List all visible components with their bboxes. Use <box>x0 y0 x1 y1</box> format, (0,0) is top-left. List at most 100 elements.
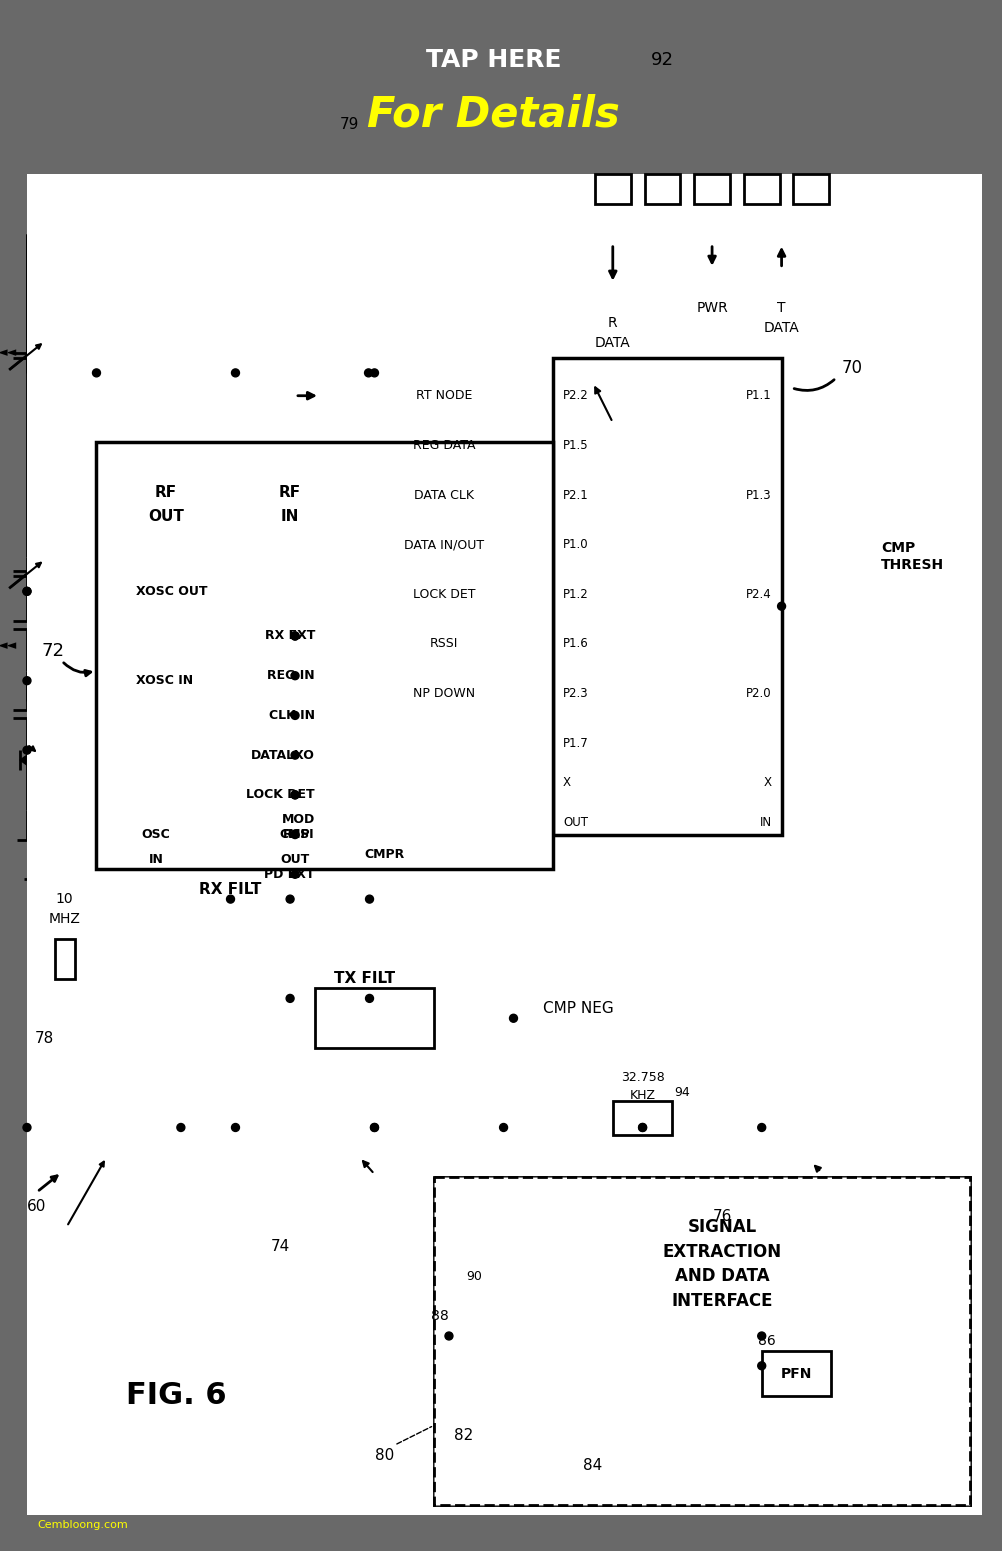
Text: 72: 72 <box>42 642 65 659</box>
Text: ◄◄: ◄◄ <box>0 639 17 653</box>
Circle shape <box>226 895 234 903</box>
Polygon shape <box>20 751 34 769</box>
Circle shape <box>23 676 31 684</box>
Text: Cembloong.com: Cembloong.com <box>37 1520 127 1529</box>
Text: 32.758: 32.758 <box>620 1072 664 1084</box>
Text: P2.3: P2.3 <box>563 687 589 700</box>
Bar <box>694 174 729 205</box>
Bar <box>7 6 1002 180</box>
Bar <box>55 938 74 979</box>
Text: XOSC IN: XOSC IN <box>136 675 193 687</box>
Text: DATA: DATA <box>595 337 630 351</box>
Text: LOCK DET: LOCK DET <box>413 588 475 600</box>
Text: For Details: For Details <box>368 93 620 136</box>
Circle shape <box>778 602 786 610</box>
Text: RF: RF <box>279 484 302 499</box>
Circle shape <box>638 1123 646 1131</box>
Circle shape <box>177 1123 184 1131</box>
Text: 94: 94 <box>674 1086 690 1100</box>
Text: CMPR: CMPR <box>365 848 405 861</box>
Bar <box>434 1177 970 1504</box>
Text: RSSI: RSSI <box>284 828 315 841</box>
Circle shape <box>287 895 294 903</box>
Circle shape <box>292 831 299 839</box>
Circle shape <box>292 791 299 799</box>
Text: P1.7: P1.7 <box>563 737 589 749</box>
Circle shape <box>758 1123 766 1131</box>
Polygon shape <box>254 1107 268 1128</box>
Text: 78: 78 <box>35 1030 54 1045</box>
Text: P1.5: P1.5 <box>563 439 589 451</box>
Text: TX FILT: TX FILT <box>334 971 395 986</box>
Text: RX EXT: RX EXT <box>265 630 315 642</box>
Text: DATA: DATA <box>764 321 800 335</box>
Circle shape <box>758 1362 766 1370</box>
Text: RF: RF <box>155 484 177 499</box>
Text: 70: 70 <box>841 358 862 377</box>
Text: 88: 88 <box>431 1309 449 1323</box>
Text: 10: 10 <box>56 892 73 906</box>
Text: T: T <box>778 301 786 315</box>
Text: XOSC OUT: XOSC OUT <box>136 585 207 597</box>
Text: CLK IN: CLK IN <box>269 709 315 721</box>
Circle shape <box>231 369 239 377</box>
Text: X: X <box>764 777 772 789</box>
Text: OSC: OSC <box>141 828 170 841</box>
Text: KHZ: KHZ <box>629 1089 655 1103</box>
Text: CMP
THRESH: CMP THRESH <box>881 541 944 572</box>
Text: 79: 79 <box>340 118 360 132</box>
Bar <box>613 1101 672 1135</box>
Circle shape <box>292 870 299 878</box>
Text: P2.2: P2.2 <box>563 389 589 402</box>
Text: X: X <box>563 777 571 789</box>
Bar <box>315 988 434 1048</box>
Text: DATA IN/OUT: DATA IN/OUT <box>404 538 484 551</box>
Text: MOD: MOD <box>282 813 315 827</box>
Text: INTERFACE: INTERFACE <box>671 1292 773 1311</box>
Bar <box>743 174 780 205</box>
Text: 86: 86 <box>758 1334 776 1348</box>
Text: AND DATA: AND DATA <box>674 1267 770 1286</box>
Text: R: R <box>608 316 617 330</box>
Circle shape <box>23 746 31 754</box>
Text: PFN: PFN <box>781 1366 813 1380</box>
Circle shape <box>371 1123 379 1131</box>
Circle shape <box>445 1332 453 1340</box>
Circle shape <box>563 1410 632 1480</box>
Text: 90: 90 <box>466 1270 482 1283</box>
Text: P1.2: P1.2 <box>563 588 589 600</box>
Text: NP DOWN: NP DOWN <box>413 687 475 700</box>
Circle shape <box>366 994 374 1002</box>
Bar <box>794 174 830 205</box>
Circle shape <box>23 588 31 596</box>
Circle shape <box>500 1123 508 1131</box>
Text: IN: IN <box>760 816 772 830</box>
Circle shape <box>758 1332 766 1340</box>
Text: 76: 76 <box>712 1210 731 1224</box>
Circle shape <box>292 751 299 758</box>
Text: MHZ: MHZ <box>49 912 80 926</box>
Circle shape <box>292 631 299 641</box>
Text: P1.0: P1.0 <box>563 538 589 551</box>
Circle shape <box>231 1123 239 1131</box>
Text: 92: 92 <box>651 51 674 70</box>
Text: ◄◄: ◄◄ <box>0 346 17 360</box>
Circle shape <box>510 1014 517 1022</box>
Circle shape <box>23 1123 31 1131</box>
Text: LOCK DET: LOCK DET <box>246 788 315 802</box>
Text: 74: 74 <box>271 1239 290 1255</box>
Circle shape <box>365 369 373 377</box>
Circle shape <box>23 588 31 596</box>
Text: RX FILT: RX FILT <box>199 881 262 896</box>
Text: OUT: OUT <box>563 816 588 830</box>
Text: RT NODE: RT NODE <box>416 389 472 402</box>
Circle shape <box>371 1123 379 1131</box>
Text: IN: IN <box>148 853 163 865</box>
Text: PD EXT: PD EXT <box>265 869 315 881</box>
Text: P2.1: P2.1 <box>563 489 589 501</box>
Polygon shape <box>607 447 638 467</box>
Circle shape <box>287 994 294 1002</box>
Bar <box>96 442 553 869</box>
Text: SIGNAL: SIGNAL <box>687 1218 757 1236</box>
Text: P2.4: P2.4 <box>745 588 772 600</box>
